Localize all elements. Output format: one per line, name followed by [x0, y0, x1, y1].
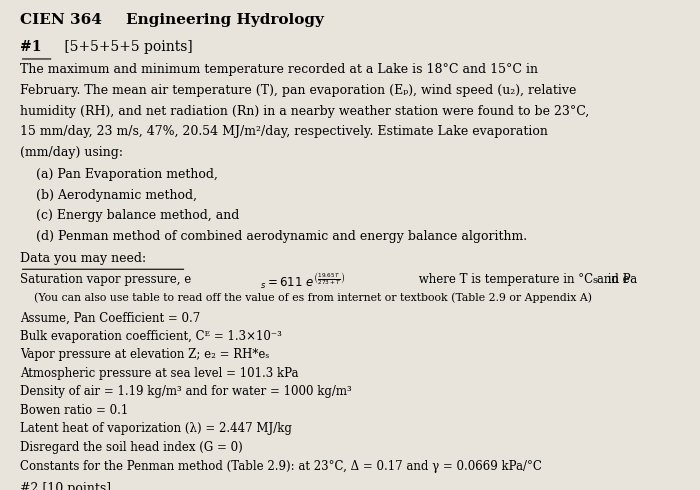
Text: (a) Pan Evaporation method,: (a) Pan Evaporation method,: [20, 168, 218, 181]
Text: February. The mean air temperature (T), pan evaporation (Eₚ), wind speed (u₂), r: February. The mean air temperature (T), …: [20, 84, 576, 97]
Text: in Pa: in Pa: [604, 273, 637, 286]
Text: (You can also use table to read off the value of es from internet or textbook (T: (You can also use table to read off the …: [20, 293, 592, 303]
Text: Assume, Pan Coefficient = 0.7: Assume, Pan Coefficient = 0.7: [20, 311, 200, 324]
Text: Density of air = 1.19 kg/m³ and for water = 1000 kg/m³: Density of air = 1.19 kg/m³ and for wate…: [20, 386, 351, 398]
Text: s: s: [592, 276, 597, 285]
Text: Data you may need:: Data you may need:: [20, 252, 146, 265]
Text: Vapor pressure at elevation Z; e₂ = RH*eₛ: Vapor pressure at elevation Z; e₂ = RH*e…: [20, 348, 269, 361]
Text: $_s = 611\ e^{\left(\frac{19.65\,T}{273+T}\right)}$: $_s = 611\ e^{\left(\frac{19.65\,T}{273+…: [260, 271, 345, 291]
Text: 15 mm/day, 23 m/s, 47%, 20.54 MJ/m²/day, respectively. Estimate Lake evaporation: 15 mm/day, 23 m/s, 47%, 20.54 MJ/m²/day,…: [20, 125, 547, 138]
Text: #2 [10 points]: #2 [10 points]: [20, 483, 111, 490]
Text: Latent heat of vaporization (λ) = 2.447 MJ/kg: Latent heat of vaporization (λ) = 2.447 …: [20, 422, 291, 436]
Text: Saturation vapor pressure, e: Saturation vapor pressure, e: [20, 273, 191, 286]
Text: Bulk evaporation coefficient, Cᴱ = 1.3×10⁻³: Bulk evaporation coefficient, Cᴱ = 1.3×1…: [20, 330, 281, 343]
Text: (b) Aerodynamic method,: (b) Aerodynamic method,: [20, 189, 197, 202]
Text: Atmospheric pressure at sea level = 101.3 kPa: Atmospheric pressure at sea level = 101.…: [20, 367, 298, 380]
Text: [5+5+5+5 points]: [5+5+5+5 points]: [60, 40, 193, 54]
Text: (c) Energy balance method, and: (c) Energy balance method, and: [20, 209, 239, 222]
Text: (d) Penman method of combined aerodynamic and energy balance algorithm.: (d) Penman method of combined aerodynami…: [20, 230, 527, 243]
Text: CIEN 364: CIEN 364: [20, 13, 102, 27]
Text: (mm/day) using:: (mm/day) using:: [20, 146, 122, 159]
Text: #1: #1: [20, 40, 41, 54]
Text: humidity (RH), and net radiation (Rn) in a nearby weather station were found to : humidity (RH), and net radiation (Rn) in…: [20, 104, 589, 118]
Text: Bowen ratio = 0.1: Bowen ratio = 0.1: [20, 404, 128, 417]
Text: Constants for the Penman method (Table 2.9): at 23°C, Δ = 0.17 and γ = 0.0669 kP: Constants for the Penman method (Table 2…: [20, 460, 542, 472]
Text: The maximum and minimum temperature recorded at a Lake is 18°C and 15°C in: The maximum and minimum temperature reco…: [20, 63, 538, 76]
Text: Disregard the soil head index (G = 0): Disregard the soil head index (G = 0): [20, 441, 242, 454]
Text: Engineering Hydrology: Engineering Hydrology: [105, 13, 323, 27]
Text: where T is temperature in °C and e: where T is temperature in °C and e: [415, 273, 630, 286]
